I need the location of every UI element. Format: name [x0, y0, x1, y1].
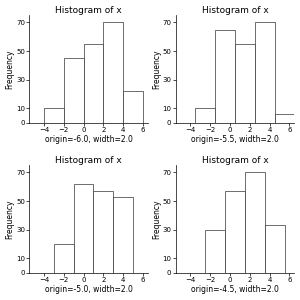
Bar [225, 191, 245, 272]
Title: Histogram of x: Histogram of x [202, 156, 268, 165]
Bar [74, 184, 94, 272]
Y-axis label: Frequency: Frequency [6, 199, 15, 239]
Bar [205, 230, 225, 272]
Y-axis label: Frequency: Frequency [152, 49, 161, 89]
Bar [255, 22, 274, 122]
X-axis label: origin=-4.5, width=2.0: origin=-4.5, width=2.0 [191, 285, 279, 294]
Y-axis label: Frequency: Frequency [152, 199, 161, 239]
X-axis label: origin=-6.0, width=2.0: origin=-6.0, width=2.0 [45, 135, 133, 144]
Y-axis label: Frequency: Frequency [6, 49, 15, 89]
Bar [123, 91, 143, 122]
Bar [274, 114, 294, 122]
Bar [265, 225, 284, 272]
Bar [94, 191, 113, 272]
Title: Histogram of x: Histogram of x [55, 156, 122, 165]
Bar [84, 44, 103, 122]
Bar [235, 44, 255, 122]
Bar [195, 108, 215, 122]
X-axis label: origin=-5.5, width=2.0: origin=-5.5, width=2.0 [191, 135, 279, 144]
Bar [54, 244, 74, 272]
Bar [44, 108, 64, 122]
Bar [215, 30, 235, 122]
Bar [113, 197, 133, 272]
Bar [64, 58, 84, 122]
Title: Histogram of x: Histogram of x [202, 6, 268, 15]
Title: Histogram of x: Histogram of x [55, 6, 122, 15]
Bar [245, 172, 265, 272]
Bar [103, 22, 123, 122]
X-axis label: origin=-5.0, width=2.0: origin=-5.0, width=2.0 [45, 285, 133, 294]
